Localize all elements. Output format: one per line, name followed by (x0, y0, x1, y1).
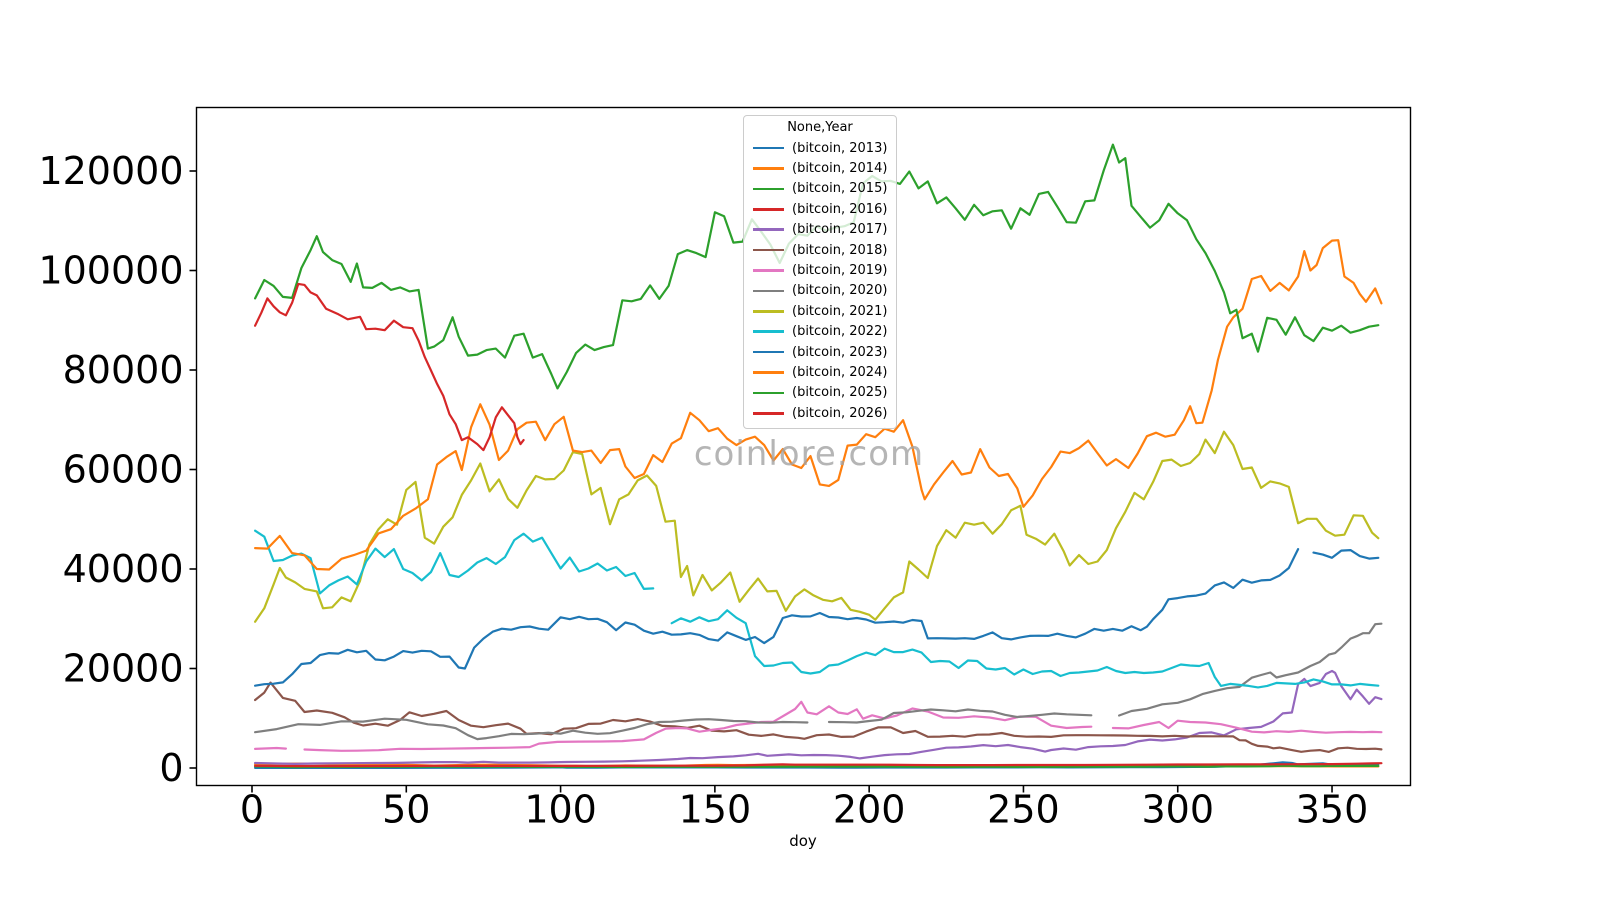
legend-item-label: (bitcoin, 2015) (792, 181, 888, 197)
legend-item: (bitcoin, 2021) (744, 301, 896, 321)
series-line-2024 (254, 239, 1383, 571)
legend-line-swatch (753, 208, 784, 211)
x-tick-label: 200 (833, 788, 906, 832)
legend-item: (bitcoin, 2022) (744, 322, 896, 342)
legend-item-label: (bitcoin, 2023) (792, 344, 888, 360)
x-tick-label: 0 (240, 788, 264, 832)
legend-item-label: (bitcoin, 2021) (792, 303, 888, 319)
y-tick-label: 40000 (63, 547, 184, 591)
legend-item-label: (bitcoin, 2019) (792, 263, 888, 279)
series-line-2023 (254, 548, 1380, 687)
legend-item-label: (bitcoin, 2020) (792, 283, 888, 299)
legend-item-label: (bitcoin, 2022) (792, 324, 888, 340)
series-line-2020 (254, 622, 1383, 741)
legend-item: (bitcoin, 2026) (744, 403, 896, 423)
legend-line-swatch (753, 167, 784, 170)
legend-line-swatch (753, 350, 784, 354)
legend-item-label: (bitcoin, 2018) (792, 242, 888, 258)
y-tick-label: 0 (159, 746, 183, 790)
legend-line-swatch (753, 391, 784, 395)
plot-border (195, 106, 1412, 787)
legend-item-label: (bitcoin, 2017) (792, 222, 888, 238)
x-tick-label: 350 (1296, 788, 1369, 832)
legend-item: (bitcoin, 2020) (744, 281, 896, 301)
x-tick-label: 100 (524, 788, 597, 832)
legend-line-swatch (753, 269, 784, 272)
legend-line-swatch (753, 248, 784, 252)
axis-ticks: 0 50 100 150 200 250 300 350 0 20000 40000 60000 800… (38, 149, 1368, 832)
series-line-2026 (254, 282, 525, 452)
legend-item-label: (bitcoin, 2024) (792, 364, 888, 380)
legend-item: (bitcoin, 2016) (744, 199, 896, 219)
legend-line-swatch (753, 310, 784, 313)
legend-item-label: (bitcoin, 2013) (792, 140, 888, 156)
legend-line-swatch (753, 289, 784, 293)
series-lines (254, 143, 1383, 769)
legend-line-swatch (753, 411, 784, 415)
legend-line-swatch (753, 371, 784, 374)
legend-items: (bitcoin, 2013) (bitcoin, 2014) (bitcoin, … (744, 138, 896, 423)
legend-item: (bitcoin, 2013) (744, 138, 896, 158)
legend-item: (bitcoin, 2019) (744, 260, 896, 280)
y-tick-label: 60000 (63, 448, 184, 492)
series-line-2018 (254, 681, 1383, 753)
series-line-2021 (254, 430, 1380, 623)
y-tick-label: 120000 (38, 149, 183, 193)
series-line-2019 (254, 700, 1383, 752)
series-line-2016 (254, 762, 1383, 768)
legend-title: None,Year (787, 120, 853, 135)
legend-item: (bitcoin, 2018) (744, 240, 896, 260)
legend-item: (bitcoin, 2014) (744, 158, 896, 178)
x-axis-label: doy (789, 832, 817, 850)
legend-item-label: (bitcoin, 2025) (792, 385, 888, 401)
legend-item: (bitcoin, 2017) (744, 220, 896, 240)
legend-item: (bitcoin, 2023) (744, 342, 896, 362)
y-tick-label: 100000 (38, 249, 183, 293)
legend-line-swatch (753, 146, 784, 150)
legend-item-label: (bitcoin, 2026) (792, 405, 888, 421)
legend-item: (bitcoin, 2015) (744, 179, 896, 199)
y-tick-label: 80000 (63, 348, 184, 392)
x-tick-label: 300 (1141, 788, 1214, 832)
x-tick-label: 50 (382, 788, 430, 832)
series-line-2022 (254, 529, 1380, 689)
series-line-2017 (254, 669, 1383, 765)
x-tick-label: 150 (679, 788, 752, 832)
legend-item-label: (bitcoin, 2016) (792, 201, 888, 217)
legend-item-label: (bitcoin, 2014) (792, 161, 888, 177)
chart-legend: None,Year (bitcoin, 2013) (bitcoin, 2014)… (743, 115, 897, 430)
legend-item: (bitcoin, 2025) (744, 383, 896, 403)
legend-line-swatch (753, 187, 784, 191)
legend-line-swatch (753, 330, 784, 333)
x-tick-label: 250 (987, 788, 1060, 832)
y-tick-label: 20000 (63, 647, 184, 691)
legend-item: (bitcoin, 2024) (744, 362, 896, 382)
legend-line-swatch (753, 228, 784, 232)
